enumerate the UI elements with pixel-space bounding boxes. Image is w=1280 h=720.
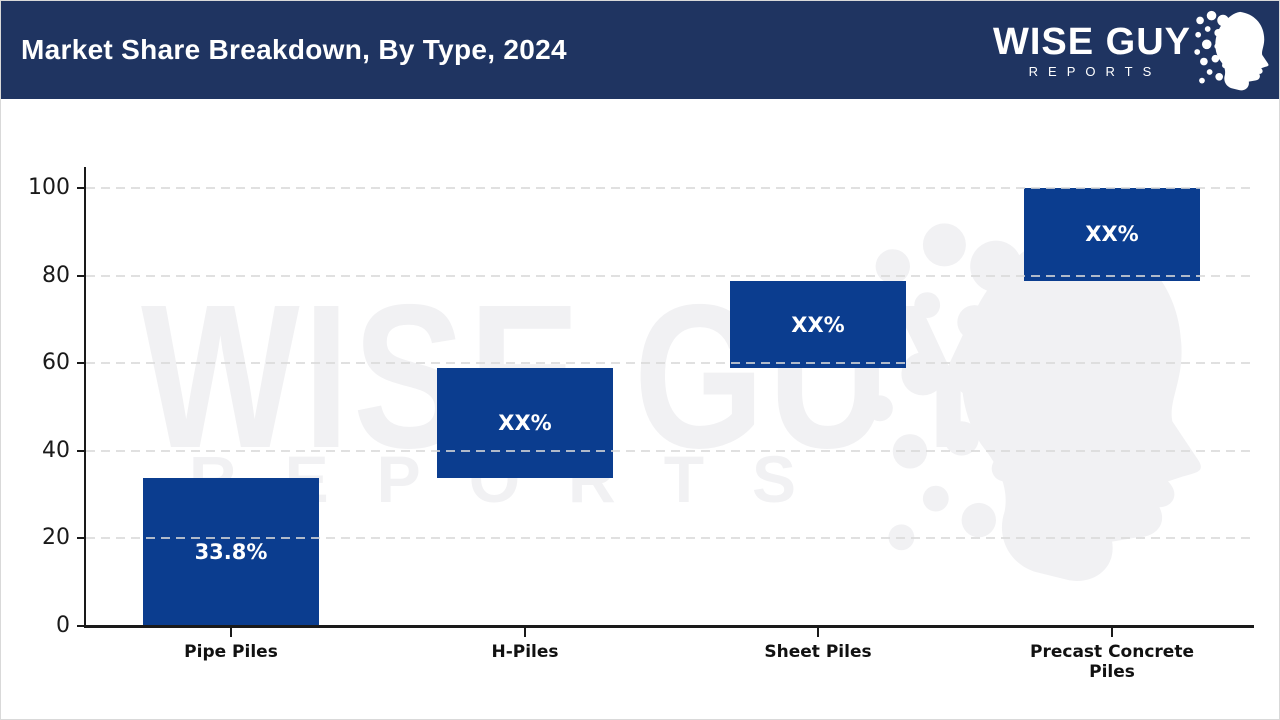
plot-area: 33.8% XX% XX% XX% 0 20 40 60 80 100 Pipe Piles H-Pi… (1, 99, 1279, 719)
gridline-40 (86, 449, 1254, 452)
gridline-20 (86, 537, 1254, 540)
bar-value-label: XX% (791, 312, 845, 337)
bar-h-piles: XX% (437, 368, 613, 478)
y-tick-60 (77, 362, 86, 365)
x-tick-2 (817, 628, 819, 637)
x-tick-3 (1111, 628, 1113, 637)
wise-guy-logo: WISE GUY REPORTS (993, 8, 1271, 94)
gridline-80 (86, 274, 1254, 277)
header-bar: Market Share Breakdown, By Type, 2024 WI… (1, 1, 1279, 99)
y-tick-label-100: 100 (28, 175, 70, 200)
x-label-sheet-piles: Sheet Piles (764, 642, 872, 662)
y-tick-100 (77, 187, 86, 189)
y-tick-label-60: 60 (42, 350, 70, 376)
y-axis-line (84, 167, 86, 628)
bar-pipe-piles: 33.8% (143, 477, 319, 626)
logo-subtitle: REPORTS (1028, 64, 1162, 80)
y-tick-0 (77, 625, 86, 627)
x-tick-1 (524, 628, 526, 637)
x-tick-0 (230, 628, 232, 637)
y-tick-label-40: 40 (42, 437, 70, 463)
y-tick-label-20: 20 (42, 525, 70, 551)
gridline-100 (86, 187, 1254, 189)
x-axis-line (84, 625, 1254, 628)
y-tick-label-0: 0 (56, 613, 70, 638)
bar-value-label: XX% (1085, 222, 1139, 247)
chart-region: WISE GUY REPORTS 33.8% XX% XX% XX% 0 20 40 60 80… (1, 99, 1279, 719)
chart-title: Market Share Breakdown, By Type, 2024 (21, 34, 567, 65)
gridline-60 (86, 362, 1254, 365)
bar-value-label: 33.8% (194, 539, 268, 564)
logo-text: WISE GUY REPORTS (992, 20, 1191, 80)
bar-sheet-piles: XX% (730, 280, 906, 369)
bar-value-label: XX% (498, 411, 552, 436)
y-tick-label-80: 80 (42, 262, 70, 288)
x-label-precast-concrete-piles: Precast Concrete Piles (1030, 642, 1194, 682)
logo-wordmark: WISE GUY (992, 20, 1191, 63)
y-tick-20 (77, 537, 86, 540)
x-label-pipe-piles: Pipe Piles (184, 642, 278, 662)
y-tick-80 (77, 274, 86, 277)
bar-precast-concrete-piles: XX% (1024, 188, 1200, 281)
y-tick-40 (77, 449, 86, 452)
x-label-h-piles: H-Piles (491, 642, 559, 662)
logo-face-icon (1194, 10, 1269, 91)
